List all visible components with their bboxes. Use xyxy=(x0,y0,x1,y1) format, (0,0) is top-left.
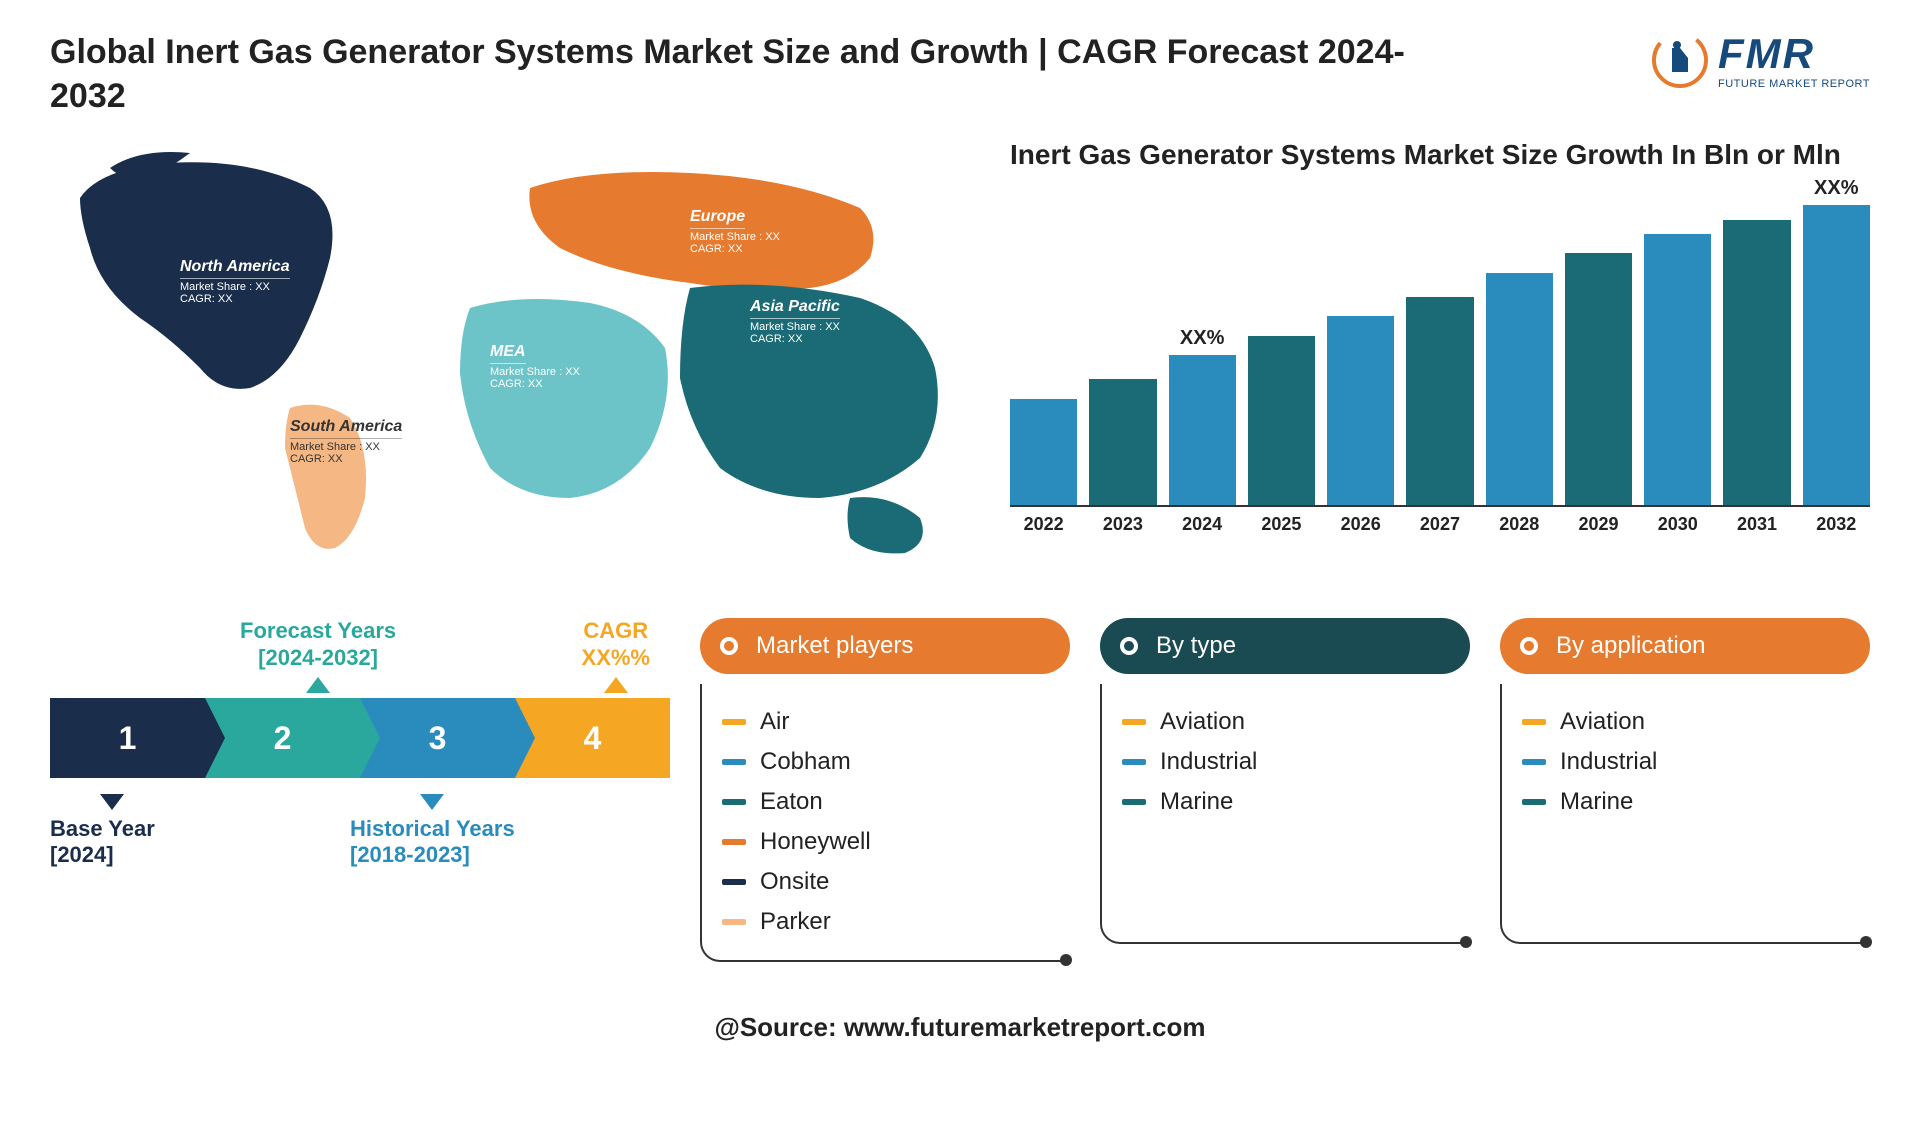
note-historical-value: [2018-2023] xyxy=(350,842,470,867)
cat-item: Industrial xyxy=(1522,742,1860,782)
category-2: By application AviationIndustrialMarine xyxy=(1500,618,1870,962)
region-label-na: North AmericaMarket Share : XXCAGR: XX xyxy=(180,258,290,305)
timeline-seg-2: 2 xyxy=(205,698,360,778)
note-forecast: Forecast Years [2024-2032] xyxy=(240,618,396,671)
cat-item: Air xyxy=(722,702,1060,742)
timeline-seg-3: 3 xyxy=(360,698,515,778)
lower-section: Forecast Years [2024-2032] CAGR XX%% 123… xyxy=(50,618,1870,962)
cat-item: Marine xyxy=(1122,782,1460,822)
bar-2032: XX%2032 xyxy=(1803,205,1870,505)
bar-2024: XX%2024 xyxy=(1169,355,1236,505)
page-title: Global Inert Gas Generator Systems Marke… xyxy=(50,30,1450,118)
world-map: North AmericaMarket Share : XXCAGR: XX So… xyxy=(50,138,970,558)
category-0: Market players AirCobhamEatonHoneywellOns… xyxy=(700,618,1070,962)
cat-header: Market players xyxy=(700,618,1070,674)
cat-item: Cobham xyxy=(722,742,1060,782)
note-base: Base Year [2024] xyxy=(50,816,155,869)
arrow-icon xyxy=(306,677,330,693)
cat-header: By application xyxy=(1500,618,1870,674)
cat-item: Aviation xyxy=(1522,702,1860,742)
note-forecast-label: Forecast Years xyxy=(240,618,396,643)
bar-2025: 2025 xyxy=(1248,336,1315,505)
cat-item: Industrial xyxy=(1122,742,1460,782)
note-historical: Historical Years [2018-2023] xyxy=(350,816,515,869)
bar-2031: 2031 xyxy=(1723,220,1790,505)
cat-item: Parker xyxy=(722,902,1060,942)
region-label-sa: South AmericaMarket Share : XXCAGR: XX xyxy=(290,418,402,465)
source-text: @Source: www.futuremarketreport.com xyxy=(50,1012,1870,1043)
logo-text-sub: FUTURE MARKET REPORT xyxy=(1718,78,1870,90)
cat-item: Marine xyxy=(1522,782,1860,822)
categories: Market players AirCobhamEatonHoneywellOns… xyxy=(700,618,1870,962)
note-cagr-value: XX%% xyxy=(582,645,650,670)
note-base-value: [2024] xyxy=(50,842,114,867)
region-label-ap: Asia PacificMarket Share : XXCAGR: XX xyxy=(750,298,840,345)
arrow-icon xyxy=(420,794,444,810)
category-1: By type AviationIndustrialMarine xyxy=(1100,618,1470,962)
cat-body: AviationIndustrialMarine xyxy=(1100,684,1470,944)
bar-2029: 2029 xyxy=(1565,253,1632,505)
timeline: Forecast Years [2024-2032] CAGR XX%% 123… xyxy=(50,618,670,778)
logo-icon xyxy=(1650,30,1710,90)
cat-item: Aviation xyxy=(1122,702,1460,742)
bar-2023: 2023 xyxy=(1089,379,1156,505)
timeline-bar: 1234 xyxy=(50,698,670,778)
arrow-icon xyxy=(604,677,628,693)
region-label-eu: EuropeMarket Share : XXCAGR: XX xyxy=(690,208,780,255)
chart-bars: 20222023XX%20242025202620272028202920302… xyxy=(1010,187,1870,507)
bar-2028: 2028 xyxy=(1486,273,1553,505)
timeline-seg-1: 1 xyxy=(50,698,205,778)
region-label-mea: MEAMarket Share : XXCAGR: XX xyxy=(490,343,580,390)
chart-title: Inert Gas Generator Systems Market Size … xyxy=(1010,138,1870,172)
bar-chart: Inert Gas Generator Systems Market Size … xyxy=(1010,138,1870,558)
bar-2022: 2022 xyxy=(1010,399,1077,505)
arrow-icon xyxy=(100,794,124,810)
upper-section: North AmericaMarket Share : XXCAGR: XX So… xyxy=(50,138,1870,558)
cat-header: By type xyxy=(1100,618,1470,674)
cat-item: Honeywell xyxy=(722,822,1060,862)
timeline-seg-4: 4 xyxy=(515,698,670,778)
note-cagr-label: CAGR xyxy=(583,618,648,643)
cat-body: AviationIndustrialMarine xyxy=(1500,684,1870,944)
cat-item: Eaton xyxy=(722,782,1060,822)
bar-2030: 2030 xyxy=(1644,234,1711,505)
cat-item: Onsite xyxy=(722,862,1060,902)
logo: FMR FUTURE MARKET REPORT xyxy=(1650,30,1870,90)
logo-text-main: FMR xyxy=(1718,30,1870,78)
header: Global Inert Gas Generator Systems Marke… xyxy=(50,30,1870,118)
bar-2026: 2026 xyxy=(1327,316,1394,505)
bar-2027: 2027 xyxy=(1406,297,1473,505)
note-cagr: CAGR XX%% xyxy=(582,618,650,671)
note-historical-label: Historical Years xyxy=(350,816,515,841)
note-forecast-value: [2024-2032] xyxy=(258,645,378,670)
note-base-label: Base Year xyxy=(50,816,155,841)
cat-body: AirCobhamEatonHoneywellOnsiteParker xyxy=(700,684,1070,962)
